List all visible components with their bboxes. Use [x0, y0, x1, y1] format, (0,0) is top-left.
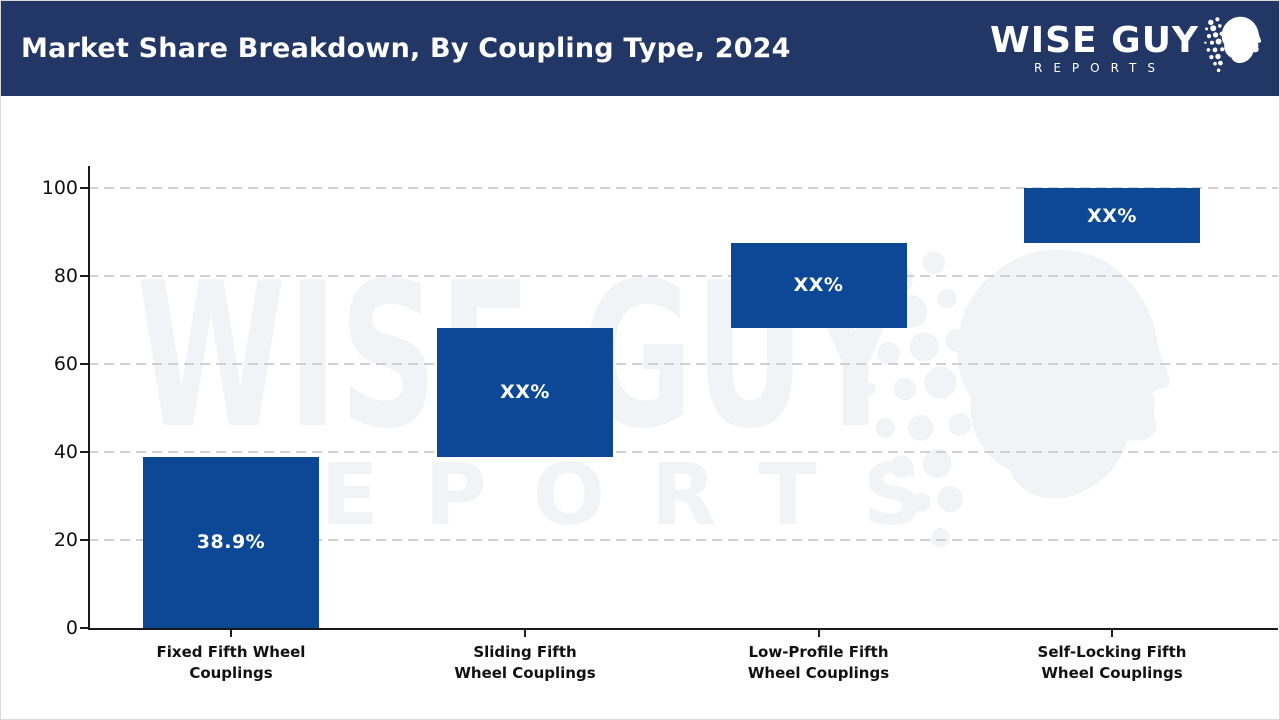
y-tick-mark: [80, 363, 88, 365]
x-category-label-line: Wheel Couplings: [1041, 664, 1183, 682]
y-tick-mark: [80, 539, 88, 541]
y-tick-label: 80: [53, 265, 78, 287]
bar-segment: 38.9%: [143, 456, 319, 628]
x-tick-mark: [524, 630, 526, 637]
bar-segment: XX%: [1024, 188, 1200, 243]
gridline: [88, 539, 1278, 541]
bar-value-label: XX%: [793, 274, 844, 297]
gridline: [88, 363, 1278, 365]
gridline: [88, 187, 1278, 189]
logo-brand-name: WISE GUY: [989, 19, 1199, 61]
logo-text: WISE GUY REPORTS: [989, 19, 1199, 76]
x-category-label-line: Sliding Fifth: [473, 643, 577, 661]
x-category-label: Sliding Fifth Wheel Couplings: [405, 642, 645, 684]
bar-value-label: 38.9%: [196, 531, 266, 554]
x-category-label-line: Wheel Couplings: [747, 664, 890, 682]
x-category-label: Fixed Fifth Wheel Couplings: [111, 642, 351, 684]
bar-segment: XX%: [437, 327, 613, 457]
y-tick-mark: [80, 187, 88, 189]
y-tick-label: 100: [41, 177, 78, 199]
x-category-label-line: Couplings: [189, 664, 273, 682]
y-tick-label: 60: [53, 353, 78, 375]
gridline: [88, 275, 1278, 277]
y-tick-label: 0: [65, 617, 78, 639]
x-category-label: Low-Profile Fifth Wheel Couplings: [699, 642, 939, 684]
bar-segment: XX%: [730, 243, 907, 328]
x-tick-mark: [817, 630, 820, 637]
x-category-label-line: Fixed Fifth Wheel: [156, 643, 306, 661]
header-bar: Market Share Breakdown, By Coupling Type…: [1, 1, 1279, 96]
y-tick-mark: [80, 275, 88, 277]
x-category-label: Self-Locking Fifth Wheel Couplings: [992, 642, 1232, 684]
bar-value-label: XX%: [500, 381, 550, 404]
page-title: Market Share Breakdown, By Coupling Type…: [21, 33, 791, 64]
y-axis-line: [88, 166, 90, 630]
x-category-label-line: Self-Locking Fifth: [1037, 643, 1187, 661]
x-category-label-line: Wheel Couplings: [454, 664, 596, 682]
watermark-subtitle-text: REPORTS: [209, 446, 970, 545]
x-category-label-line: Low-Profile Fifth: [748, 643, 889, 661]
y-tick-mark: [80, 627, 88, 629]
x-tick-mark: [1111, 630, 1113, 637]
bar-value-label: XX%: [1087, 204, 1137, 227]
x-tick-mark: [230, 630, 232, 637]
logo-head-icon: [1204, 16, 1262, 72]
x-axis-line: [88, 628, 1278, 630]
wise-guy-reports-logo: WISE GUY REPORTS: [990, 14, 1279, 84]
y-tick-label: 20: [53, 529, 78, 551]
logo-brand-subtitle: REPORTS: [1033, 60, 1166, 75]
gridline: [88, 451, 1278, 453]
y-tick-label: 40: [53, 441, 78, 463]
y-tick-mark: [80, 451, 88, 453]
